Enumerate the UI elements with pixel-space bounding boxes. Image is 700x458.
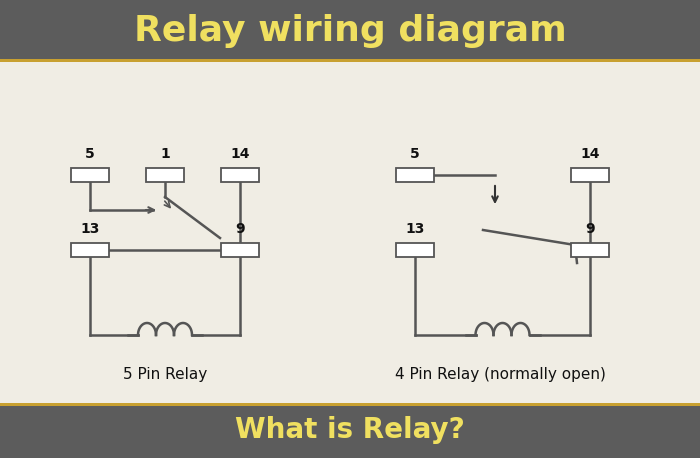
Bar (571, 168, 609, 182)
Bar (0, 403, 700, 458)
Bar (396, 168, 434, 182)
Text: 1: 1 (160, 147, 170, 161)
Bar (571, 243, 609, 257)
Bar (221, 243, 259, 257)
Text: 4 Pin Relay (normally open): 4 Pin Relay (normally open) (395, 367, 606, 382)
Bar (221, 168, 259, 182)
Bar (0, 59, 700, 62)
Bar (0, 403, 700, 406)
Text: 5: 5 (85, 147, 95, 161)
Text: 13: 13 (80, 222, 99, 236)
Text: 9: 9 (235, 222, 245, 236)
Text: 13: 13 (405, 222, 425, 236)
Bar (71, 243, 109, 257)
Text: 14: 14 (580, 147, 600, 161)
Text: 5: 5 (410, 147, 420, 161)
Text: 9: 9 (585, 222, 595, 236)
Bar (71, 168, 109, 182)
Text: 5 Pin Relay: 5 Pin Relay (123, 367, 207, 382)
Bar (0, 0, 700, 62)
Bar (396, 243, 434, 257)
Text: What is Relay?: What is Relay? (235, 416, 465, 444)
Text: Relay wiring diagram: Relay wiring diagram (134, 14, 566, 48)
Bar (146, 168, 184, 182)
Text: 14: 14 (230, 147, 250, 161)
